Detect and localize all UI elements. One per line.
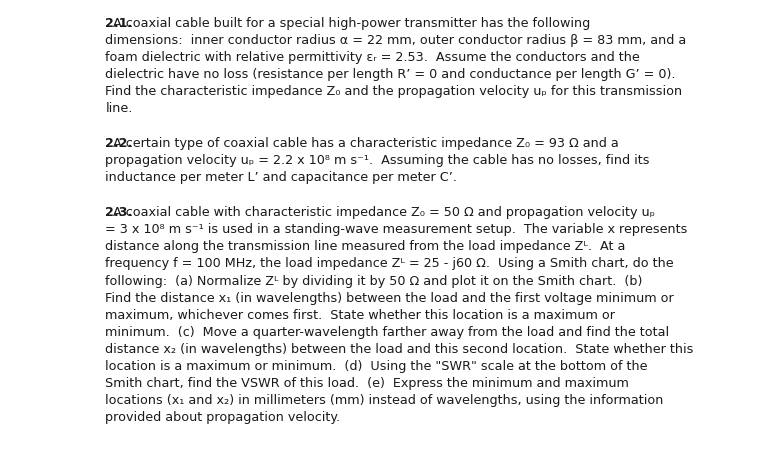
Text: frequency f = 100 MHz, the load impedance Zᴸ = 25 - j60 Ω.  Using a Smith chart,: frequency f = 100 MHz, the load impedanc… (105, 257, 674, 270)
Text: dielectric have no loss (resistance per length R’ = 0 and conductance per length: dielectric have no loss (resistance per … (105, 68, 675, 81)
Text: distance x₂ (in wavelengths) between the load and this second location.  State w: distance x₂ (in wavelengths) between the… (105, 343, 693, 356)
Text: A coaxial cable built for a special high-power transmitter has the following: A coaxial cable built for a special high… (105, 17, 590, 30)
Text: 2.1.: 2.1. (105, 17, 133, 30)
Text: location is a maximum or minimum.  (d)  Using the "SWR" scale at the bottom of t: location is a maximum or minimum. (d) Us… (105, 360, 648, 373)
Text: A certain type of coaxial cable has a characteristic impedance Z₀ = 93 Ω and a: A certain type of coaxial cable has a ch… (105, 137, 619, 150)
Text: Smith chart, find the VSWR of this load.  (e)  Express the minimum and maximum: Smith chart, find the VSWR of this load.… (105, 377, 629, 390)
Text: propagation velocity uₚ = 2.2 x 10⁸ m s⁻¹.  Assuming the cable has no losses, fi: propagation velocity uₚ = 2.2 x 10⁸ m s⁻… (105, 154, 650, 167)
Text: = 3 x 10⁸ m s⁻¹ is used in a standing-wave measurement setup.  The variable x re: = 3 x 10⁸ m s⁻¹ is used in a standing-wa… (105, 223, 688, 236)
Text: distance along the transmission line measured from the load impedance Zᴸ.  At a: distance along the transmission line mea… (105, 240, 626, 253)
Text: dimensions:  inner conductor radius α = 22 mm, outer conductor radius β = 83 mm,: dimensions: inner conductor radius α = 2… (105, 34, 686, 47)
Text: Find the distance x₁ (in wavelengths) between the load and the first voltage min: Find the distance x₁ (in wavelengths) be… (105, 292, 674, 304)
Text: Find the characteristic impedance Z₀ and the propagation velocity uₚ for this tr: Find the characteristic impedance Z₀ and… (105, 85, 682, 98)
Text: 2.2.: 2.2. (105, 137, 133, 150)
Text: 2.3.: 2.3. (105, 206, 133, 219)
Text: locations (x₁ and x₂) in millimeters (mm) instead of wavelengths, using the info: locations (x₁ and x₂) in millimeters (mm… (105, 394, 664, 407)
Text: provided about propagation velocity.: provided about propagation velocity. (105, 411, 340, 424)
Text: line.: line. (105, 102, 133, 115)
Text: inductance per meter L’ and capacitance per meter C’.: inductance per meter L’ and capacitance … (105, 171, 457, 184)
Text: foam dielectric with relative permittivity εᵣ = 2.53.  Assume the conductors and: foam dielectric with relative permittivi… (105, 51, 640, 64)
Text: A coaxial cable with characteristic impedance Z₀ = 50 Ω and propagation velocity: A coaxial cable with characteristic impe… (105, 206, 655, 219)
Text: following:  (a) Normalize Zᴸ by dividing it by 50 Ω and plot it on the Smith cha: following: (a) Normalize Zᴸ by dividing … (105, 275, 643, 287)
Text: maximum, whichever comes first.  State whether this location is a maximum or: maximum, whichever comes first. State wh… (105, 309, 615, 322)
Text: minimum.  (c)  Move a quarter-wavelength farther away from the load and find the: minimum. (c) Move a quarter-wavelength f… (105, 326, 669, 339)
